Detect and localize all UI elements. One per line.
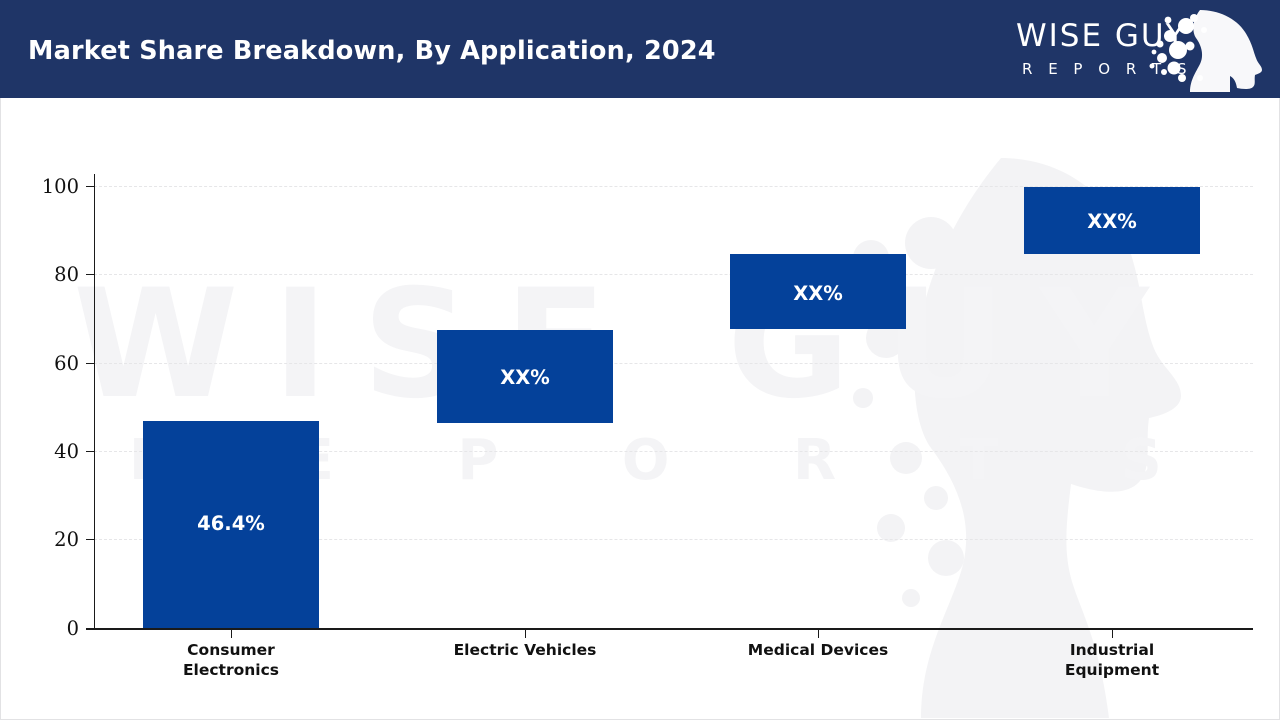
x-axis-label-electric-vehicles: Electric Vehicles [415, 640, 635, 660]
page-header: Market Share Breakdown, By Application, … [0, 0, 1280, 98]
svg-text:R E P O R T S: R E P O R T S [1022, 60, 1192, 78]
x-axis-label-line: Equipment [1064, 661, 1160, 679]
x-axis-line [86, 628, 1253, 630]
y-tick-label-100: 100 [41, 175, 79, 198]
x-axis-label-line: Medical Devices [747, 641, 889, 659]
x-axis-label-line: Industrial [1069, 641, 1155, 659]
x-tick-mark-0 [231, 630, 232, 638]
x-axis-label-line: Electronics [182, 661, 280, 679]
bar-electric-vehicles[interactable] [437, 330, 613, 423]
bar-consumer-electronics[interactable] [143, 421, 319, 628]
bar-label-consumer-electronics: 46.4% [197, 512, 265, 535]
y-tick-label-80: 80 [54, 263, 79, 286]
y-tick-mark-100 [86, 186, 95, 187]
bar-medical-devices[interactable] [730, 254, 906, 329]
y-tick-mark-60 [86, 363, 95, 364]
y-tick-mark-80 [86, 274, 95, 275]
page-title: Market Share Breakdown, By Application, … [28, 36, 716, 66]
y-tick-label-60: 60 [54, 352, 79, 375]
y-tick-mark-20 [86, 539, 95, 540]
gridline-40 [94, 451, 1253, 452]
x-axis-label-medical-devices: Medical Devices [708, 640, 928, 660]
bar-label-electric-vehicles: XX% [500, 366, 550, 389]
y-tick-label-40: 40 [54, 440, 79, 463]
x-axis-label-consumer-electronics: Consumer Electronics [121, 640, 341, 680]
y-tick-label-0: 0 [66, 617, 79, 640]
y-axis-line [94, 174, 95, 628]
bar-label-medical-devices: XX% [793, 282, 843, 305]
x-tick-mark-1 [525, 630, 526, 638]
bar-label-industrial-equipment: XX% [1087, 210, 1137, 233]
gridline-80 [94, 274, 1253, 275]
y-tick-label-20: 20 [54, 528, 79, 551]
x-tick-mark-3 [1112, 630, 1113, 638]
y-tick-mark-40 [86, 451, 95, 452]
x-axis-label-line: Consumer [187, 641, 275, 659]
x-axis-label-industrial-equipment: Industrial Equipment [1002, 640, 1222, 680]
wise-guy-reports-logo: WISE GUY R E P O R T S [1004, 6, 1274, 92]
plot-area: 0 20 40 60 80 100 46.4% XX% XX% XX% Cons… [1, 98, 1279, 718]
gridline-100 [94, 186, 1253, 187]
gridline-20 [94, 539, 1253, 540]
chart-panel: WISE GUY R E P O R T S 0 20 40 [0, 98, 1280, 720]
gridline-60 [94, 363, 1253, 364]
y-tick-mark-0 [86, 628, 95, 629]
x-tick-mark-2 [818, 630, 819, 638]
x-axis-label-line: Electric Vehicles [453, 641, 597, 659]
svg-text:WISE GUY: WISE GUY [1016, 18, 1187, 54]
bar-industrial-equipment[interactable] [1024, 187, 1200, 254]
